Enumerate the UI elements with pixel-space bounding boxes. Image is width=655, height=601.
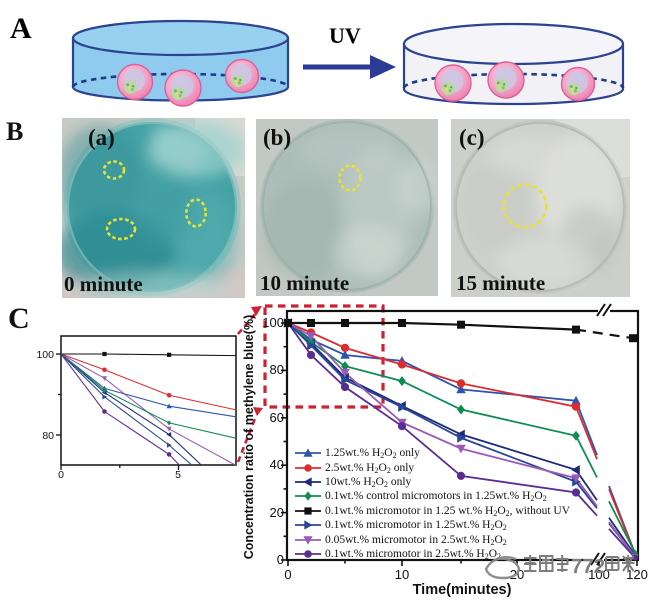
svg-text:(a): (a) [88, 125, 115, 150]
svg-text:120: 120 [626, 567, 648, 582]
svg-text:100: 100 [262, 315, 284, 330]
svg-text:0: 0 [284, 567, 291, 582]
svg-text:60: 60 [270, 410, 284, 425]
svg-text:10 minute: 10 minute [260, 271, 349, 295]
svg-text:100: 100 [36, 349, 54, 361]
svg-text:40: 40 [270, 457, 284, 472]
svg-text:100: 100 [588, 567, 610, 582]
svg-text:B: B [6, 117, 23, 146]
svg-text:20: 20 [270, 505, 284, 520]
svg-text:UV: UV [329, 23, 361, 48]
svg-text:5: 5 [175, 469, 181, 481]
svg-text:80: 80 [270, 362, 284, 377]
svg-text:0: 0 [58, 469, 64, 481]
svg-text:80: 80 [42, 430, 54, 442]
svg-text:Time(minutes): Time(minutes) [413, 582, 512, 598]
svg-text:772: 772 [571, 555, 605, 578]
svg-text:(c): (c) [459, 125, 485, 150]
svg-text:15 minute: 15 minute [456, 271, 545, 295]
svg-text:10: 10 [395, 567, 409, 582]
svg-text:Concentration ratio of methyle: Concentration ratio of methylene blue(%) [242, 315, 256, 559]
svg-text:(b): (b) [263, 125, 291, 150]
svg-text:0: 0 [277, 552, 284, 567]
svg-text:A: A [10, 12, 32, 45]
svg-text:0 minute: 0 minute [64, 272, 143, 296]
